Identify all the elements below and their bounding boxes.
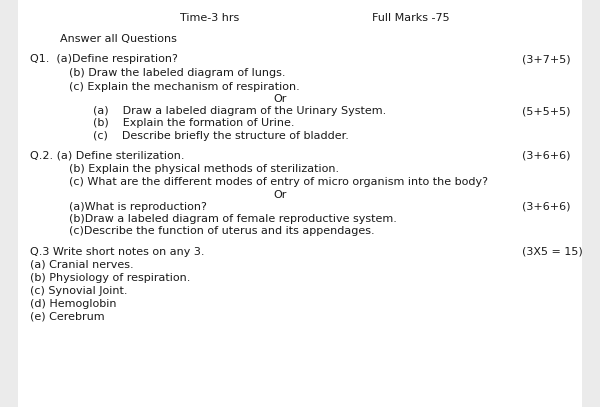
Text: Answer all Questions: Answer all Questions [60, 34, 177, 44]
Text: (c) Synovial Joint.: (c) Synovial Joint. [30, 286, 128, 295]
Text: (d) Hemoglobin: (d) Hemoglobin [30, 299, 116, 309]
Text: (a) Cranial nerves.: (a) Cranial nerves. [30, 260, 134, 269]
Text: (b)    Explain the formation of Urine.: (b) Explain the formation of Urine. [93, 118, 295, 128]
Text: (c) What are the different modes of entry of micro organism into the body?: (c) What are the different modes of entr… [69, 177, 488, 187]
FancyBboxPatch shape [18, 0, 582, 407]
Text: Full Marks -75: Full Marks -75 [372, 13, 449, 23]
Text: (b) Draw the labeled diagram of lungs.: (b) Draw the labeled diagram of lungs. [69, 68, 286, 78]
Text: Time-3 hrs: Time-3 hrs [180, 13, 239, 23]
Text: (a)    Draw a labeled diagram of the Urinary System.: (a) Draw a labeled diagram of the Urinar… [93, 106, 386, 116]
Text: (e) Cerebrum: (e) Cerebrum [30, 312, 104, 322]
Text: (3+6+6): (3+6+6) [522, 202, 571, 212]
Text: (c) Explain the mechanism of respiration.: (c) Explain the mechanism of respiration… [69, 82, 300, 92]
Text: (b)Draw a labeled diagram of female reproductive system.: (b)Draw a labeled diagram of female repr… [69, 214, 397, 224]
Text: (3X5 = 15): (3X5 = 15) [522, 247, 583, 256]
Text: Q.2. (a) Define sterilization.: Q.2. (a) Define sterilization. [30, 151, 185, 161]
Text: (3+6+6): (3+6+6) [522, 151, 571, 161]
Text: (b) Explain the physical methods of sterilization.: (b) Explain the physical methods of ster… [69, 164, 339, 174]
Text: Q.3 Write short notes on any 3.: Q.3 Write short notes on any 3. [30, 247, 205, 256]
Text: (3+7+5): (3+7+5) [522, 54, 571, 64]
Text: Or: Or [273, 94, 286, 104]
Text: (c)Describe the function of uterus and its appendages.: (c)Describe the function of uterus and i… [69, 226, 374, 236]
Text: (5+5+5): (5+5+5) [522, 106, 571, 116]
Text: (a)What is reproduction?: (a)What is reproduction? [69, 202, 207, 212]
Text: Or: Or [273, 190, 286, 199]
Text: (b) Physiology of respiration.: (b) Physiology of respiration. [30, 273, 190, 282]
Text: Q1.  (a)Define respiration?: Q1. (a)Define respiration? [30, 54, 178, 64]
Text: (c)    Describe briefly the structure of bladder.: (c) Describe briefly the structure of bl… [93, 131, 349, 140]
